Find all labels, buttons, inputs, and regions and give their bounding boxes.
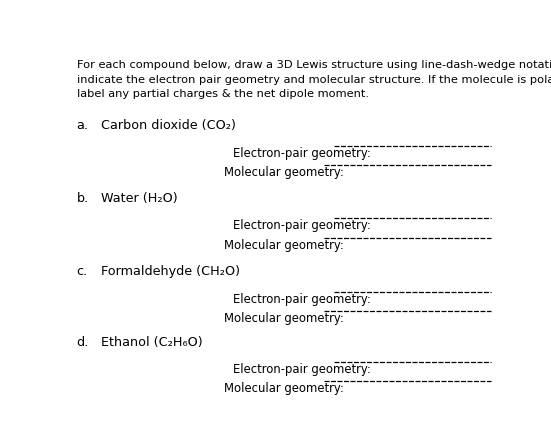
Text: For each compound below, draw a 3D Lewis structure using line-dash-wedge notatio: For each compound below, draw a 3D Lewis… (77, 60, 551, 99)
Text: Carbon dioxide (CO₂): Carbon dioxide (CO₂) (101, 119, 236, 132)
Text: Ethanol (C₂H₆O): Ethanol (C₂H₆O) (101, 336, 203, 349)
Text: Molecular geometry:: Molecular geometry: (224, 166, 344, 179)
Text: Electron-pair geometry:: Electron-pair geometry: (233, 363, 371, 376)
Text: Molecular geometry:: Molecular geometry: (224, 382, 344, 395)
Text: Formaldehyde (CH₂O): Formaldehyde (CH₂O) (101, 265, 240, 278)
Text: b.: b. (77, 192, 89, 205)
Text: Molecular geometry:: Molecular geometry: (224, 239, 344, 252)
Text: Electron-pair geometry:: Electron-pair geometry: (233, 293, 371, 306)
Text: a.: a. (77, 119, 89, 132)
Text: Electron-pair geometry:: Electron-pair geometry: (233, 147, 371, 160)
Text: Electron-pair geometry:: Electron-pair geometry: (233, 220, 371, 233)
Text: Molecular geometry:: Molecular geometry: (224, 312, 344, 325)
Text: c.: c. (77, 265, 88, 278)
Text: d.: d. (77, 336, 89, 349)
Text: Water (H₂O): Water (H₂O) (101, 192, 177, 205)
